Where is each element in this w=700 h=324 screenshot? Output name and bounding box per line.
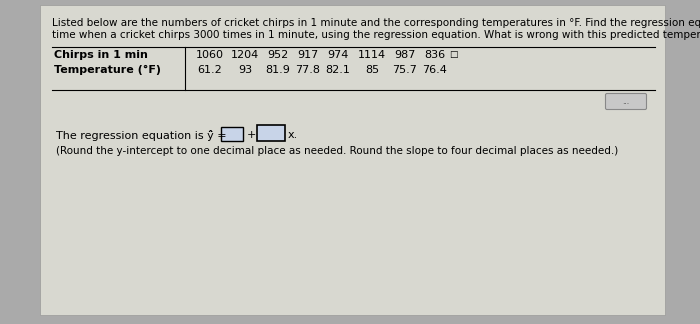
FancyBboxPatch shape [221, 127, 243, 141]
Text: Listed below are the numbers of cricket chirps in 1 minute and the corresponding: Listed below are the numbers of cricket … [52, 18, 700, 28]
Text: 836: 836 [424, 50, 446, 60]
Text: 1060: 1060 [196, 50, 224, 60]
Text: 974: 974 [328, 50, 349, 60]
Text: (Round the y-intercept to one decimal place as needed. Round the slope to four d: (Round the y-intercept to one decimal pl… [56, 146, 618, 156]
Text: 1204: 1204 [231, 50, 259, 60]
FancyBboxPatch shape [606, 94, 647, 110]
Text: Chirps in 1 min: Chirps in 1 min [54, 50, 148, 60]
Text: 93: 93 [238, 65, 252, 75]
Text: 76.4: 76.4 [423, 65, 447, 75]
FancyBboxPatch shape [40, 5, 665, 315]
Text: 75.7: 75.7 [393, 65, 417, 75]
Text: The regression equation is ŷ̂ =: The regression equation is ŷ̂ = [56, 130, 227, 141]
Text: 85: 85 [365, 65, 379, 75]
FancyBboxPatch shape [257, 125, 285, 141]
Text: 77.8: 77.8 [295, 65, 321, 75]
Text: x.: x. [288, 130, 298, 140]
Text: 82.1: 82.1 [326, 65, 351, 75]
Text: 987: 987 [394, 50, 416, 60]
Text: +: + [247, 130, 256, 140]
Text: 81.9: 81.9 [265, 65, 290, 75]
Text: 952: 952 [267, 50, 288, 60]
Text: 917: 917 [298, 50, 318, 60]
Text: 61.2: 61.2 [197, 65, 223, 75]
Text: 1114: 1114 [358, 50, 386, 60]
Text: Temperature (°F): Temperature (°F) [54, 65, 161, 75]
Text: □: □ [449, 50, 457, 59]
Text: ...: ... [622, 97, 629, 106]
Text: time when a cricket chirps 3000 times in 1 minute, using the regression equation: time when a cricket chirps 3000 times in… [52, 30, 700, 40]
